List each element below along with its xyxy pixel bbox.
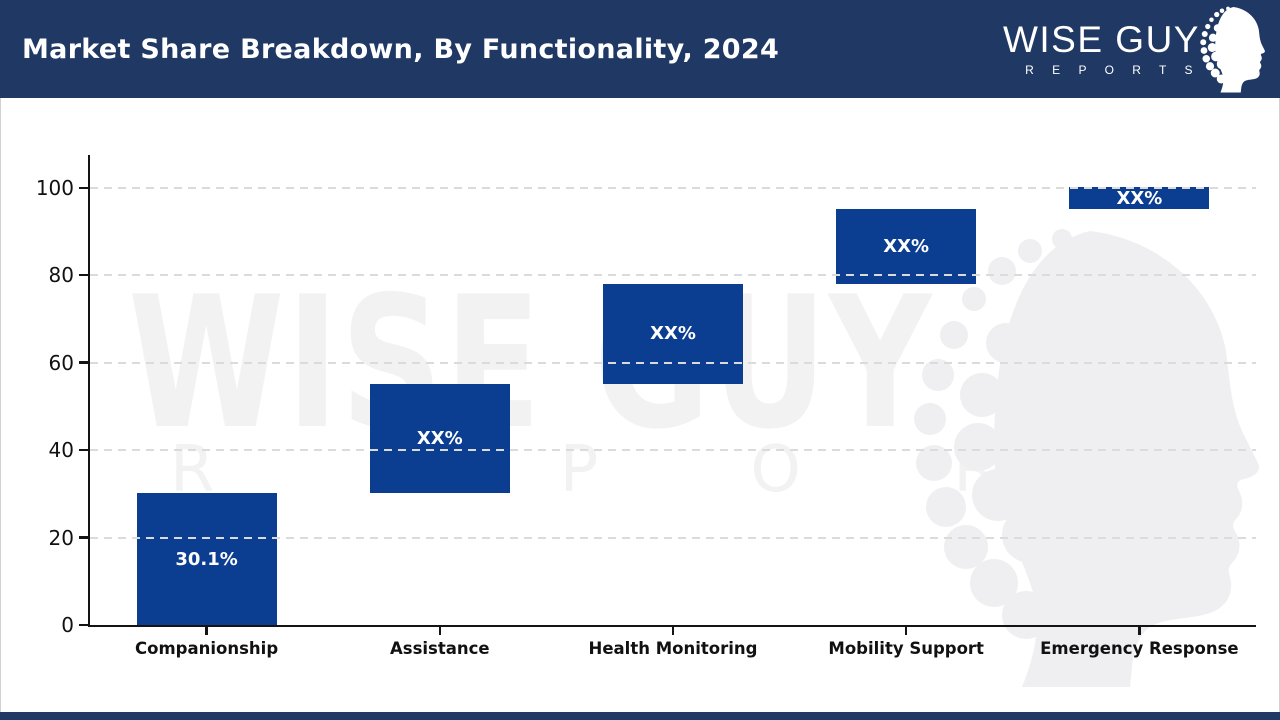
y-gridline — [90, 274, 1256, 277]
y-tick — [79, 186, 88, 190]
x-axis-label: Companionship — [135, 639, 279, 658]
x-tick — [904, 627, 908, 635]
bar-value-label: XX% — [416, 428, 463, 450]
bar: XX% — [369, 384, 510, 494]
y-gridline — [90, 536, 1256, 539]
y-tick — [79, 273, 88, 277]
y-gridline — [90, 361, 1256, 364]
bar-value-label: 30.1% — [175, 548, 238, 570]
bar: XX% — [603, 283, 743, 385]
wiseguy-head-icon — [1200, 6, 1265, 93]
y-tick-label: 40 — [48, 438, 74, 463]
y-tick — [79, 623, 88, 627]
x-tick — [1138, 627, 1141, 635]
logo-wordmark: WISE GUY — [1002, 19, 1200, 60]
bar-value-label: XX% — [1116, 187, 1163, 209]
bar: 30.1% — [136, 493, 277, 625]
y-tick — [79, 361, 88, 364]
page-title: Market Share Breakdown, By Functionality… — [22, 33, 780, 65]
x-axis-label: Health Monitoring — [588, 639, 758, 658]
y-tick-label: 100 — [35, 175, 74, 200]
x-axis-label: Assistance — [389, 639, 490, 658]
wiseguy-logo: WISE GUY R E P O R T S — [1003, 4, 1266, 94]
logo-subtext: R E P O R T S — [1025, 63, 1200, 77]
x-axis-label: Emergency Response — [1040, 639, 1239, 658]
report-header: Market Share Breakdown, By Functionality… — [0, 0, 1280, 98]
bar-value-label: XX% — [883, 235, 930, 257]
x-axis-label: Mobility Support — [828, 639, 984, 658]
x-tick — [438, 627, 442, 635]
y-tick-label: 20 — [48, 525, 74, 550]
x-tick — [671, 627, 675, 635]
y-gridline — [90, 186, 1256, 189]
plot-region: 0 20 40 60 80 100 30.1% Companionship XX% Assista… — [36, 155, 1256, 658]
y-tick-label: 0 — [61, 613, 74, 637]
x-tick — [205, 627, 208, 635]
bar: XX% — [836, 209, 977, 284]
y-tick — [79, 536, 88, 539]
y-tick-label: 60 — [48, 350, 74, 375]
bar-value-label: XX% — [650, 323, 696, 345]
y-tick-label: 80 — [48, 263, 74, 288]
bar: XX% — [1069, 187, 1210, 210]
y-tick — [79, 448, 88, 452]
footer-bar — [0, 712, 1280, 720]
y-gridline — [90, 449, 1256, 452]
